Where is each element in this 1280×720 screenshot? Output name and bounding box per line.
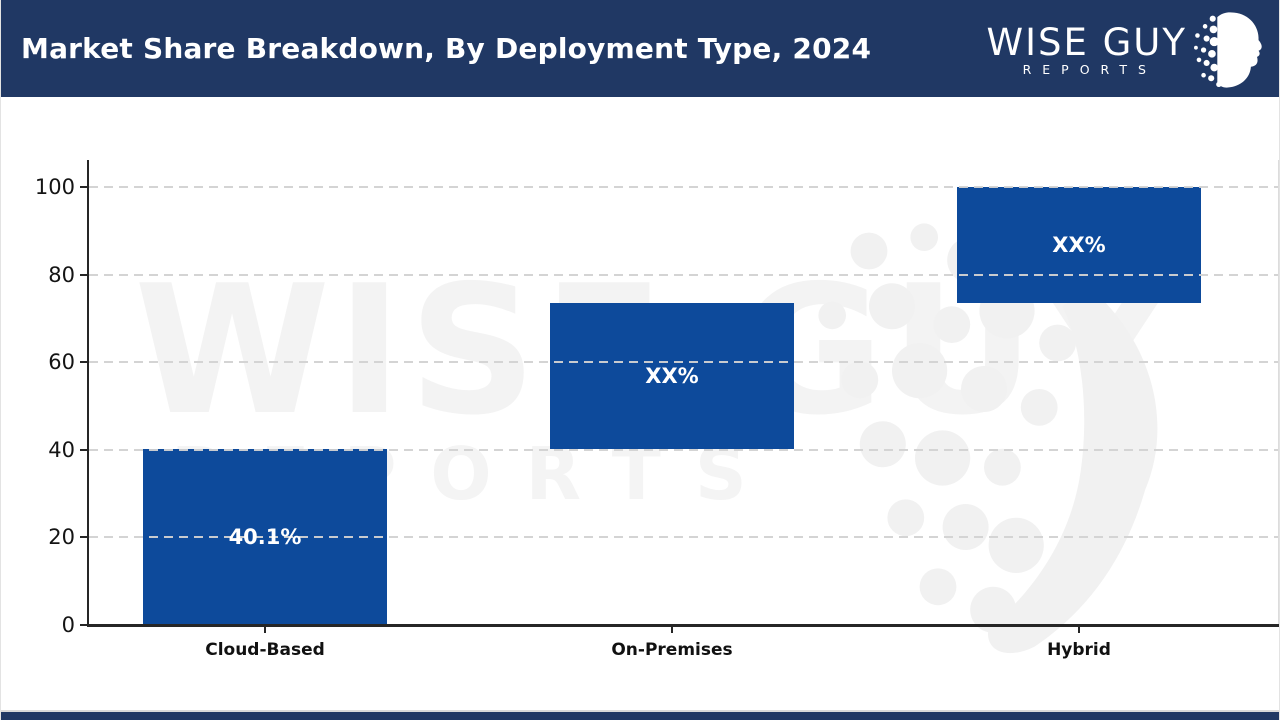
right-border-line [1278, 160, 1279, 625]
y-tick-label: 60 [48, 350, 75, 375]
brand-name: WISE GUY [986, 20, 1187, 64]
gridline [89, 536, 1278, 539]
brand-logo-text: WISE GUY REPORTS [987, 24, 1187, 77]
brand-logo: WISE GUY REPORTS [987, 8, 1267, 92]
y-axis-tick [80, 273, 87, 276]
y-axis-tick [80, 624, 87, 626]
gridline [89, 273, 1278, 276]
y-tick-label: 80 [48, 262, 75, 287]
x-axis-line [87, 624, 1279, 627]
y-axis-tick [80, 361, 87, 364]
x-axis-category-label: Cloud-Based [205, 640, 325, 660]
x-axis-tick [264, 625, 266, 633]
dotted-head-profile-icon [1189, 8, 1267, 92]
y-axis-tick [80, 536, 87, 539]
x-axis-tick [671, 625, 673, 633]
gridline [89, 185, 1278, 188]
y-tick-label: 20 [48, 525, 75, 550]
bar-value-label: XX% [1052, 232, 1106, 257]
y-axis-tick [80, 185, 87, 188]
y-tick-label: 0 [61, 613, 75, 637]
y-tick-label: 100 [34, 174, 75, 199]
x-axis-category-label: On-Premises [611, 640, 733, 660]
header-banner: Market Share Breakdown, By Deployment Ty… [1, 0, 1279, 97]
y-axis-line [87, 160, 89, 627]
footer-divider [1, 710, 1279, 712]
y-axis-tick [80, 448, 87, 451]
bar-value-label: 40.1% [228, 525, 302, 550]
gridline [89, 361, 1278, 364]
bar-on-premises [550, 302, 794, 450]
x-axis-tick [1078, 625, 1080, 633]
footer-banner [1, 712, 1279, 720]
bar-value-label: XX% [645, 364, 699, 389]
brand-subtitle: REPORTS [1022, 61, 1157, 77]
x-axis-category-label: Hybrid [1047, 640, 1111, 660]
chart-title: Market Share Breakdown, By Deployment Ty… [21, 32, 872, 65]
gridline [89, 448, 1278, 451]
y-tick-label: 40 [48, 437, 75, 462]
